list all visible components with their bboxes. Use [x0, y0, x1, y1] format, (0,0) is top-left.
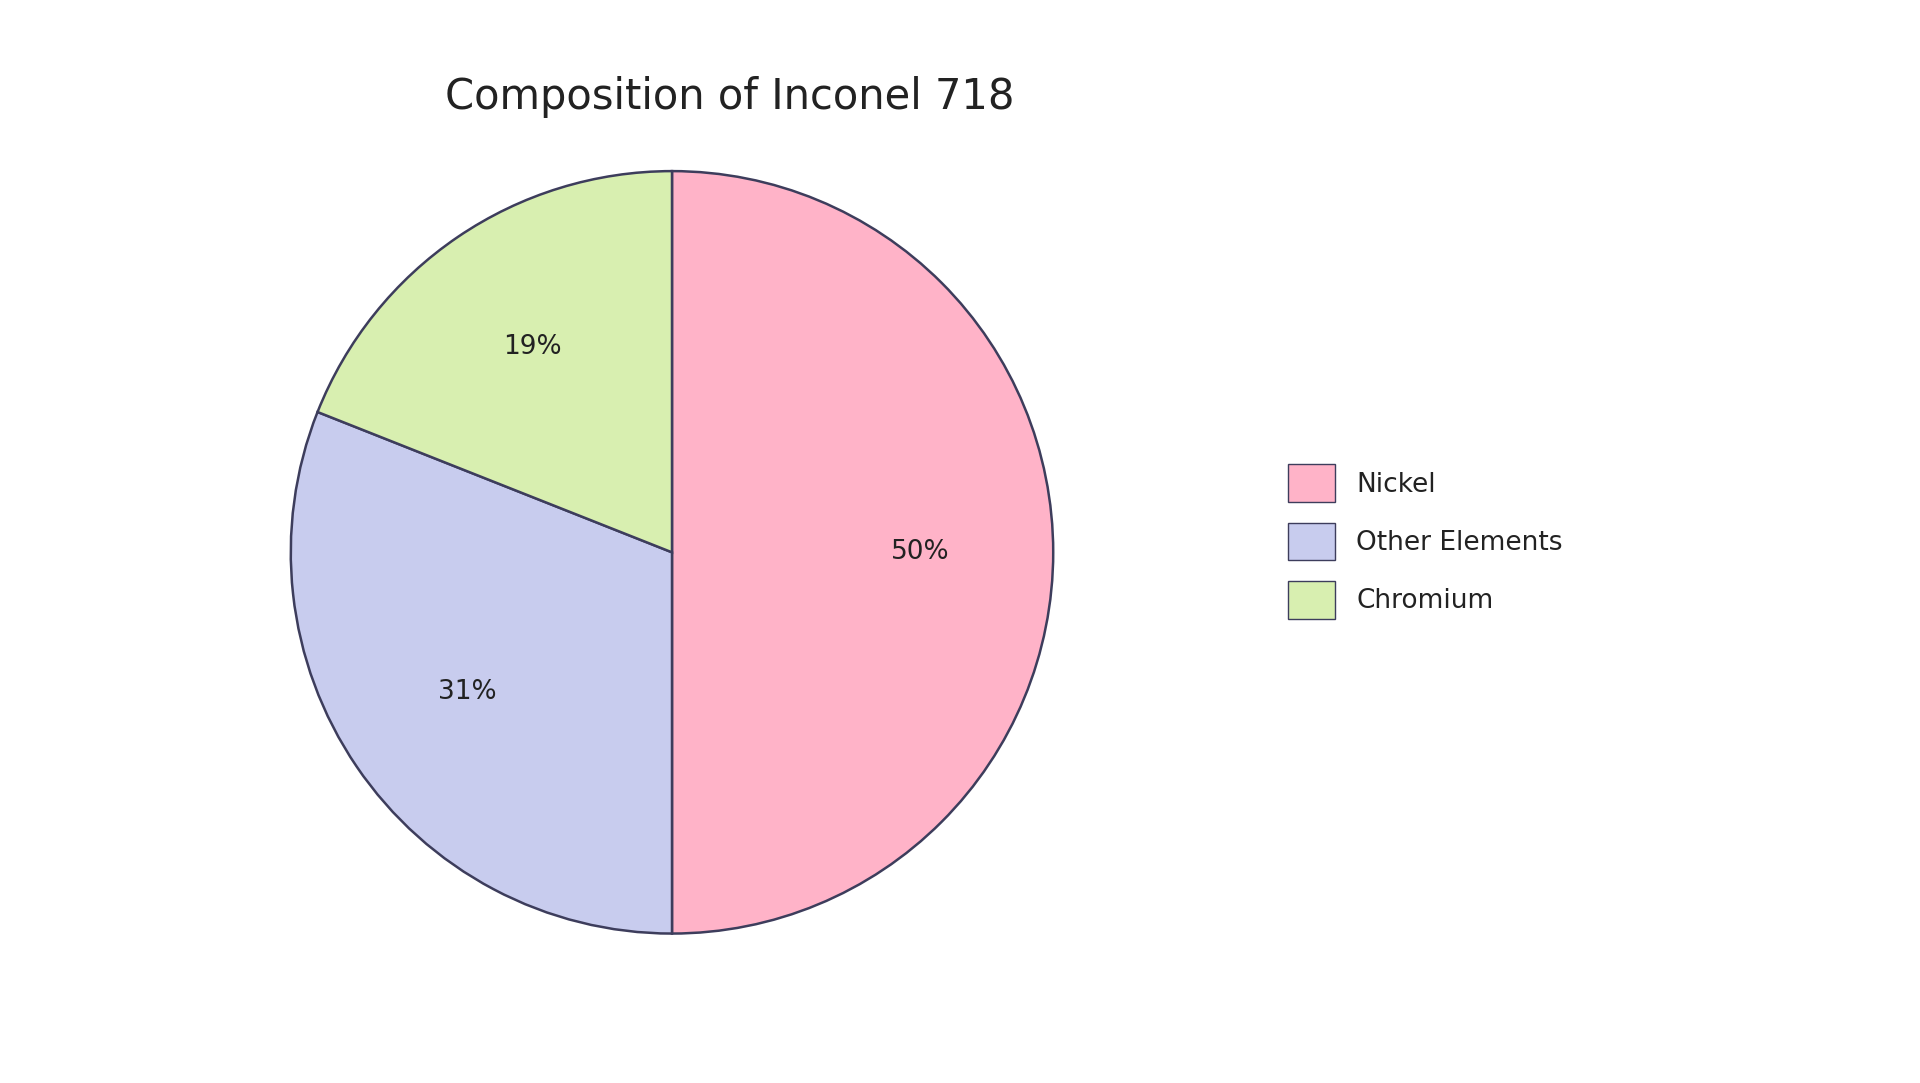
Text: Composition of Inconel 718: Composition of Inconel 718: [445, 76, 1014, 118]
Wedge shape: [290, 412, 672, 934]
Text: 19%: 19%: [503, 335, 563, 361]
Wedge shape: [672, 171, 1054, 934]
Text: 31%: 31%: [438, 679, 497, 705]
Wedge shape: [317, 171, 672, 552]
Text: 50%: 50%: [891, 539, 948, 565]
Legend: Nickel, Other Elements, Chromium: Nickel, Other Elements, Chromium: [1261, 438, 1590, 645]
